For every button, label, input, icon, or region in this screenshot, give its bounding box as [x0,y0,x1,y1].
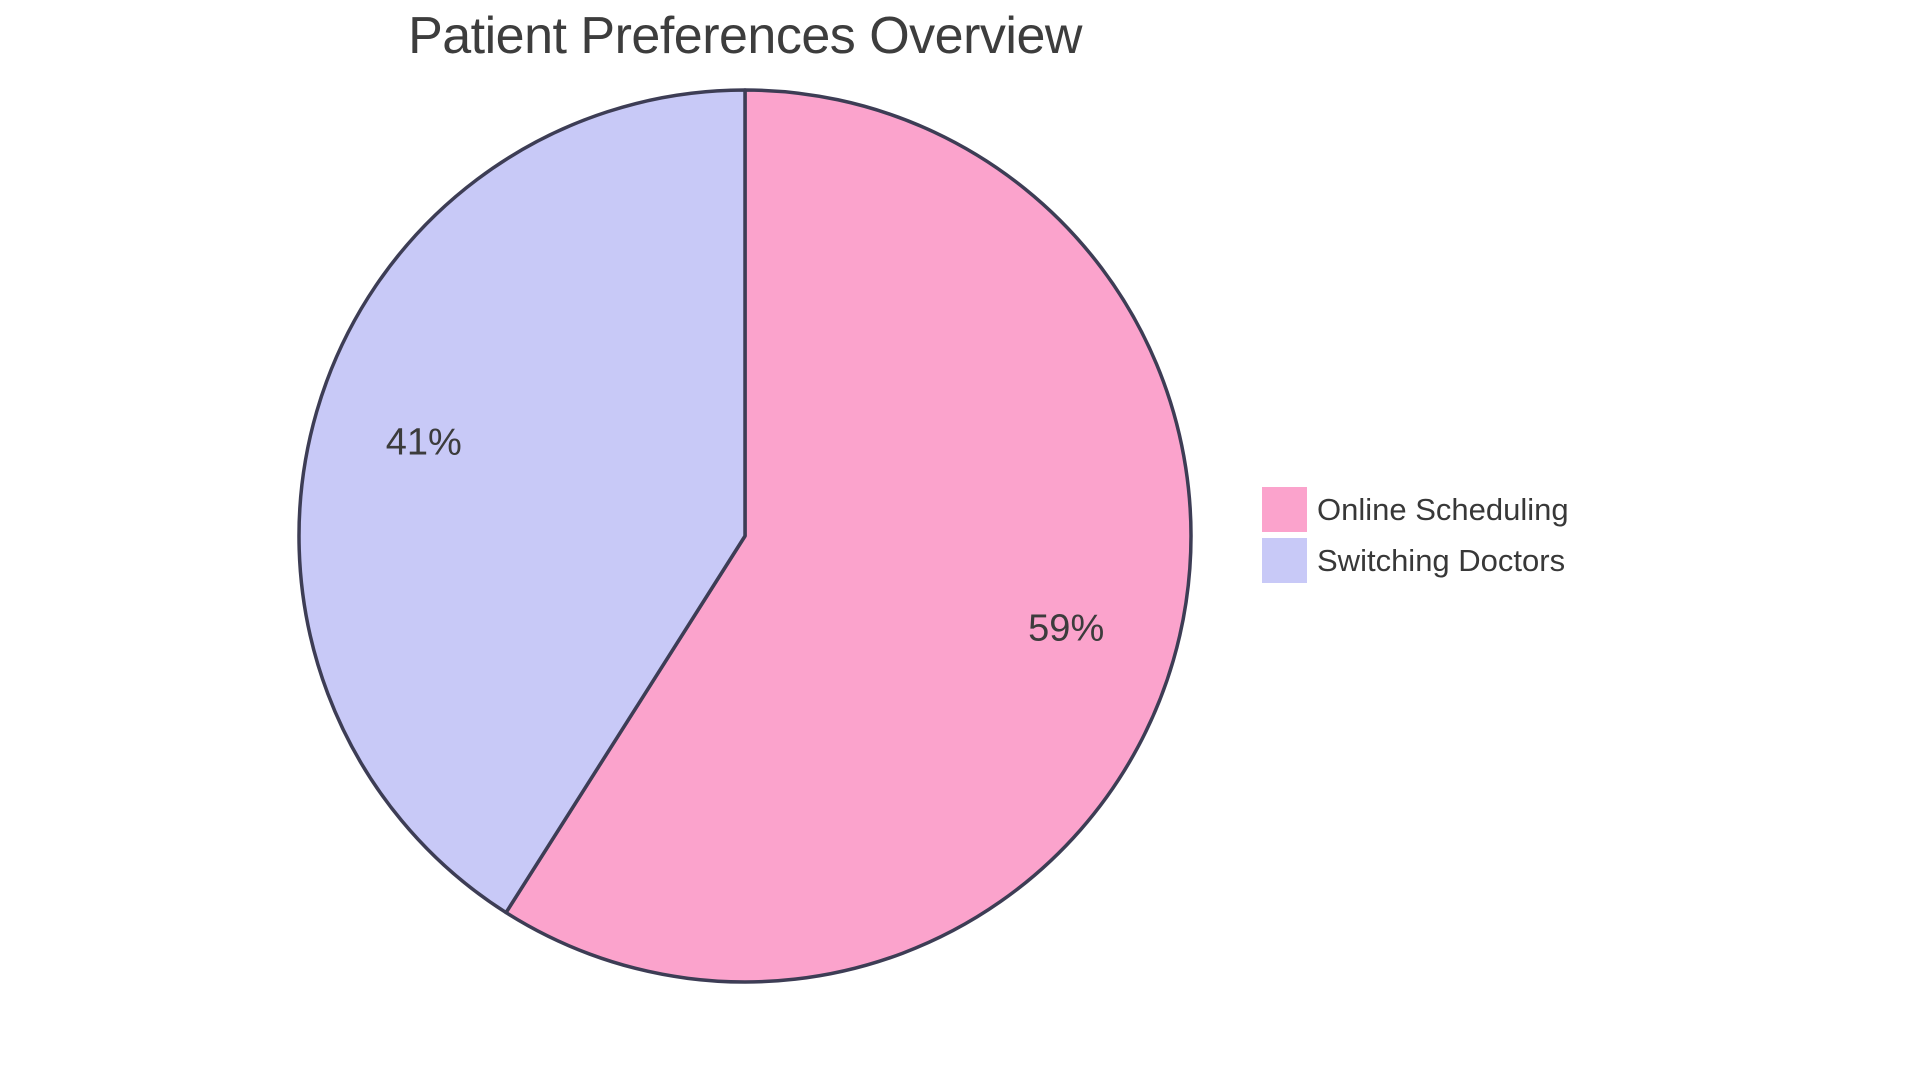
legend-swatch-online-scheduling [1262,487,1307,532]
legend-label-online-scheduling: Online Scheduling [1317,491,1569,527]
slice-label-online-scheduling: 59% [1028,607,1105,650]
legend-swatch-switching-doctors [1262,538,1307,583]
pie-slice-0 [504,88,1193,984]
legend: Online Scheduling Switching Doctors [1262,487,1569,583]
pie-slice-1 [297,88,747,915]
legend-label-switching-doctors: Switching Doctors [1317,542,1566,578]
slice-label-switching-doctors: 41% [385,421,462,464]
pie-chart: 59% 41% [295,86,1195,986]
legend-item-online-scheduling: Online Scheduling [1262,487,1569,532]
legend-item-switching-doctors: Switching Doctors [1262,538,1569,583]
chart-title: Patient Preferences Overview [408,7,1082,65]
pie-svg [297,88,1193,984]
